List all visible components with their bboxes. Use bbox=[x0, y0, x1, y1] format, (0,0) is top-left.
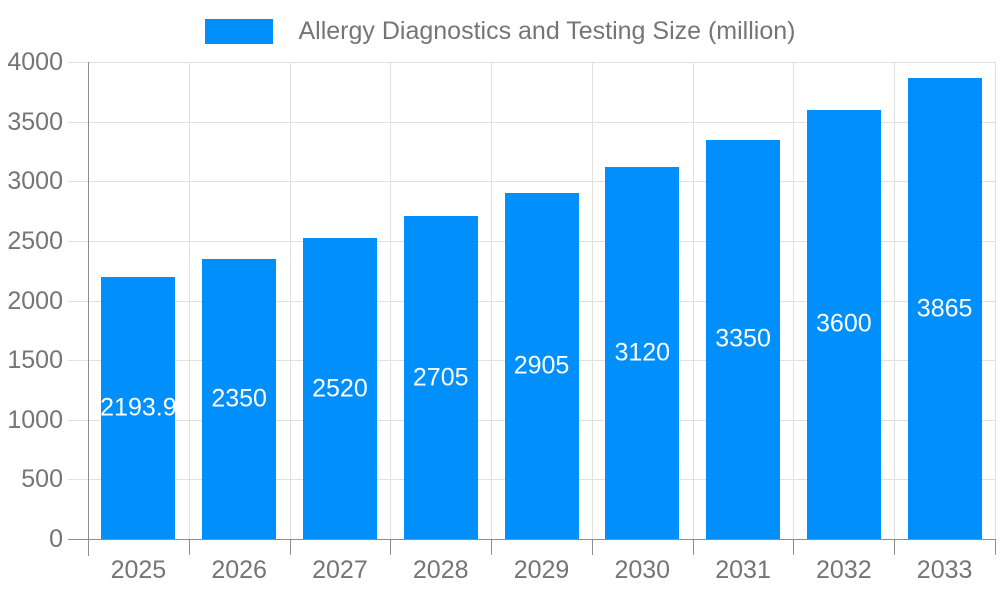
x-axis-line bbox=[68, 539, 995, 540]
h-gridline bbox=[68, 181, 995, 183]
y-tick-label: 500 bbox=[21, 465, 63, 494]
h-gridline bbox=[68, 62, 995, 63]
bar[interactable] bbox=[302, 238, 377, 539]
bar-value-label: 2350 bbox=[211, 384, 267, 413]
bar[interactable] bbox=[101, 277, 176, 539]
v-gridline bbox=[491, 62, 493, 539]
x-axis-tick bbox=[390, 539, 392, 555]
bar-value-label: 2520 bbox=[312, 374, 368, 403]
bar-value-label: 3120 bbox=[614, 338, 671, 367]
x-axis-tick bbox=[188, 539, 190, 555]
bar[interactable] bbox=[907, 78, 982, 539]
y-tick-label: 3000 bbox=[7, 167, 63, 196]
v-gridline bbox=[793, 62, 795, 539]
bar[interactable] bbox=[403, 216, 478, 539]
y-tick-label: 2000 bbox=[7, 286, 63, 315]
v-gridline bbox=[289, 62, 291, 539]
h-gridline bbox=[68, 121, 995, 123]
x-tick-label: 2032 bbox=[816, 556, 872, 584]
x-tick-label: 2026 bbox=[211, 556, 267, 584]
bar[interactable] bbox=[605, 166, 680, 539]
y-axis-line bbox=[88, 62, 89, 556]
legend[interactable]: Allergy Diagnostics and Testing Size (mi… bbox=[0, 14, 1000, 48]
v-gridline bbox=[894, 62, 896, 539]
x-axis-tick bbox=[591, 539, 593, 555]
y-tick-label: 4000 bbox=[7, 48, 63, 76]
y-tick-label: 0 bbox=[49, 525, 63, 553]
y-tick-label: 1000 bbox=[7, 405, 63, 434]
v-gridline bbox=[390, 62, 392, 539]
x-axis-tick bbox=[289, 539, 291, 555]
v-gridline bbox=[995, 62, 996, 539]
y-tick-label: 2500 bbox=[7, 226, 63, 255]
legend-swatch bbox=[204, 18, 273, 44]
x-tick-label: 2030 bbox=[614, 556, 671, 584]
bar[interactable] bbox=[706, 139, 781, 539]
y-tick-label: 3500 bbox=[7, 107, 63, 136]
v-gridline bbox=[692, 62, 694, 539]
x-tick-label: 2033 bbox=[916, 556, 973, 584]
y-tick-label: 1500 bbox=[7, 346, 63, 375]
x-tick-label: 2029 bbox=[513, 556, 570, 584]
x-axis-tick bbox=[491, 539, 493, 555]
x-tick-label: 2027 bbox=[312, 556, 368, 584]
bar-value-label: 2905 bbox=[513, 351, 570, 380]
x-tick-label: 2028 bbox=[412, 556, 469, 584]
bar[interactable] bbox=[504, 192, 579, 539]
bar[interactable] bbox=[202, 258, 277, 539]
x-axis-tick bbox=[793, 539, 795, 555]
bar-value-label: 2705 bbox=[412, 363, 469, 392]
legend-label: Allergy Diagnostics and Testing Size (mi… bbox=[298, 16, 796, 45]
v-gridline bbox=[591, 62, 593, 539]
v-gridline bbox=[188, 62, 190, 539]
bar-value-label: 2193.9 bbox=[100, 393, 177, 422]
x-axis-tick bbox=[995, 539, 996, 555]
bar[interactable] bbox=[806, 109, 881, 539]
plot-area: 0 500 1000 1500 2000 2500 3000 3500 4000 2193.9 20… bbox=[7, 48, 996, 584]
bar-value-label: 3600 bbox=[816, 309, 872, 338]
x-tick-label: 2025 bbox=[110, 556, 167, 584]
x-axis-tick bbox=[894, 539, 896, 555]
bar-value-label: 3350 bbox=[715, 324, 771, 353]
x-axis-tick bbox=[692, 539, 694, 555]
x-tick-label: 2031 bbox=[715, 556, 771, 584]
bar-value-label: 3865 bbox=[916, 294, 973, 323]
